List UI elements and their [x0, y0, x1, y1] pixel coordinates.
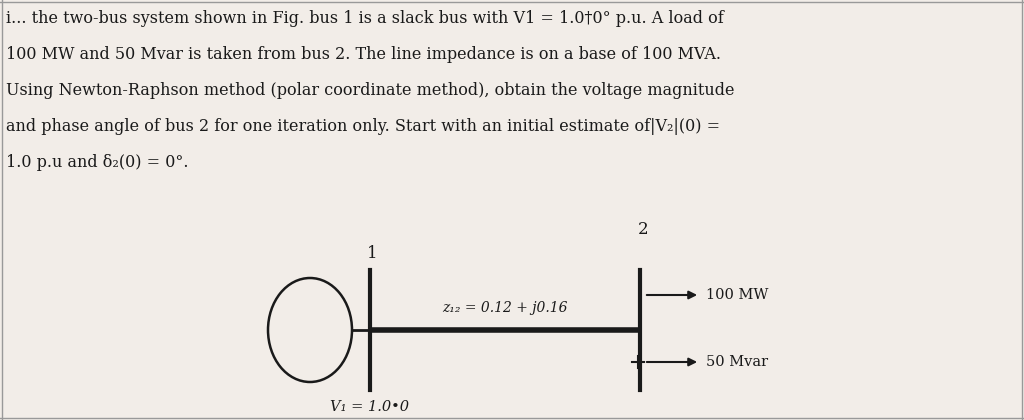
Text: z₁₂ = 0.12 + j0.16: z₁₂ = 0.12 + j0.16 [442, 301, 567, 315]
Text: 2: 2 [638, 221, 648, 238]
Text: 50 Mvar: 50 Mvar [706, 355, 768, 369]
Text: and phase angle of bus 2 for one iteration only. Start with an initial estimate : and phase angle of bus 2 for one iterati… [6, 118, 720, 135]
Text: i... the two-bus system shown in Fig. bus 1 is a slack bus with V1 = 1.0†0° p.u.: i... the two-bus system shown in Fig. bu… [6, 10, 724, 27]
Text: V₁ = 1.0•0: V₁ = 1.0•0 [331, 400, 410, 414]
Text: 1: 1 [367, 245, 377, 262]
Text: 1.0 p.u and δ₂(0) = 0°.: 1.0 p.u and δ₂(0) = 0°. [6, 154, 188, 171]
Text: 100 MW: 100 MW [706, 288, 768, 302]
Text: Using Newton-Raphson method (polar coordinate method), obtain the voltage magnit: Using Newton-Raphson method (polar coord… [6, 82, 734, 99]
Text: 100 MW and 50 Mvar is taken from bus 2. The line impedance is on a base of 100 M: 100 MW and 50 Mvar is taken from bus 2. … [6, 46, 721, 63]
